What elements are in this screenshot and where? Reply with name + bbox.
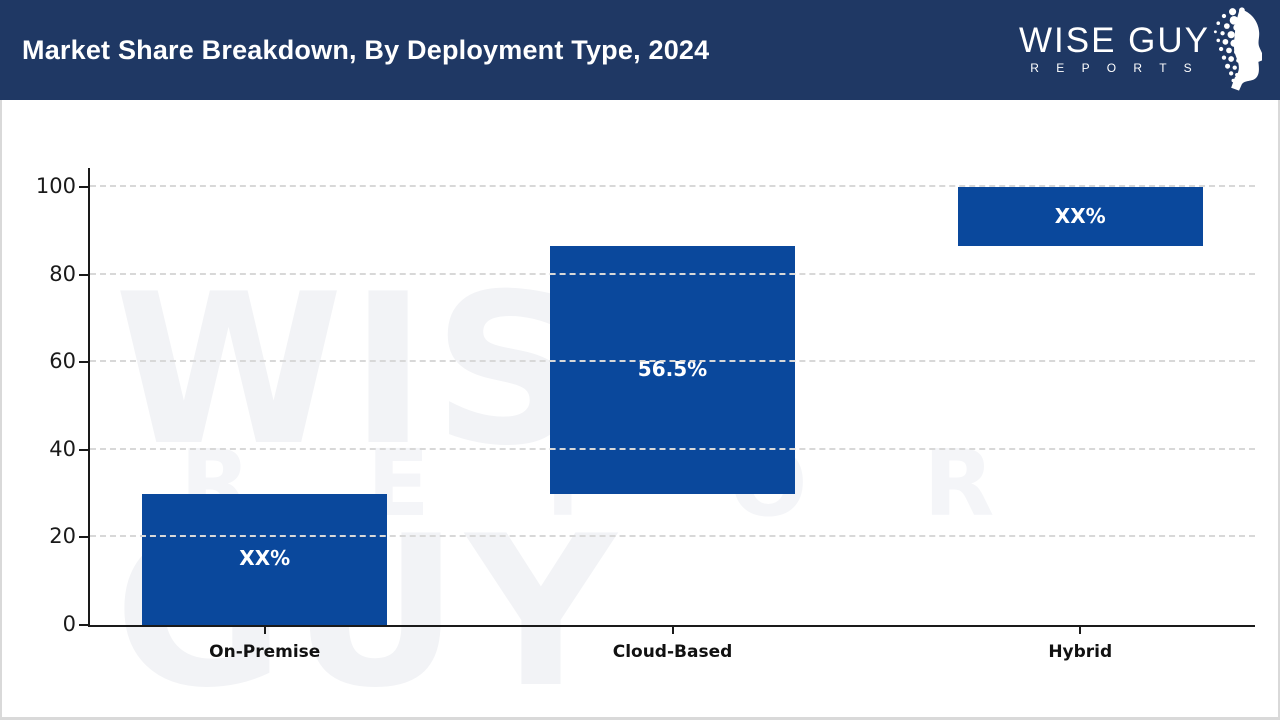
y-tick-mark [79, 536, 88, 539]
y-axis-line [88, 168, 90, 627]
x-tick-mark [263, 625, 266, 634]
x-tick-mark [671, 625, 674, 634]
plot-area: 0 20 40 60 80 100 XX% On-Premise 56.5% Cloud-Base… [36, 168, 1255, 662]
gridline-80 [90, 272, 1255, 275]
y-tick-label: 0 [62, 612, 76, 636]
y-tick-mark [79, 186, 88, 188]
x-category-label: Cloud-Based [612, 642, 733, 662]
bar-value-label: XX% [1054, 203, 1106, 228]
y-tick-label: 100 [35, 174, 76, 198]
x-category-label: On-Premise [209, 642, 321, 662]
bar-value-label: XX% [239, 546, 291, 571]
brand-logo: WISE GUY R E P O R T S [1019, 6, 1262, 92]
bar-hybrid: XX% [957, 187, 1203, 247]
gridline-20 [90, 535, 1255, 538]
gridline-40 [90, 447, 1255, 450]
y-tick-label: 60 [49, 349, 76, 374]
y-tick-mark [79, 273, 88, 276]
header: Market Share Breakdown, By Deployment Ty… [0, 0, 1280, 100]
brand-head-icon [1213, 7, 1262, 91]
y-tick-mark [79, 361, 88, 364]
y-tick-label: 80 [49, 261, 76, 286]
x-tick-mark [1079, 625, 1082, 634]
bar-cloud-based: 56.5% [550, 246, 795, 494]
brand-name: WISE GUY [1018, 20, 1210, 60]
gridline-60 [90, 360, 1255, 363]
chart-canvas: WISE GUY R E P O R T S 020406080100XX%On… [0, 100, 1280, 720]
brand-subname: R E P O R T S [1030, 61, 1199, 76]
y-tick-label: 20 [49, 524, 76, 549]
y-tick-mark [79, 624, 88, 626]
chart-title: Market Share Breakdown, By Deployment Ty… [22, 34, 710, 65]
y-tick-label: 40 [49, 436, 76, 461]
x-category-label: Hybrid [1048, 642, 1113, 662]
bar-on-premise: XX% [142, 493, 388, 625]
brand-logo-text: WISE GUY R E P O R T S [1018, 20, 1210, 76]
gridline-100 [90, 185, 1255, 187]
y-tick-mark [79, 448, 88, 451]
